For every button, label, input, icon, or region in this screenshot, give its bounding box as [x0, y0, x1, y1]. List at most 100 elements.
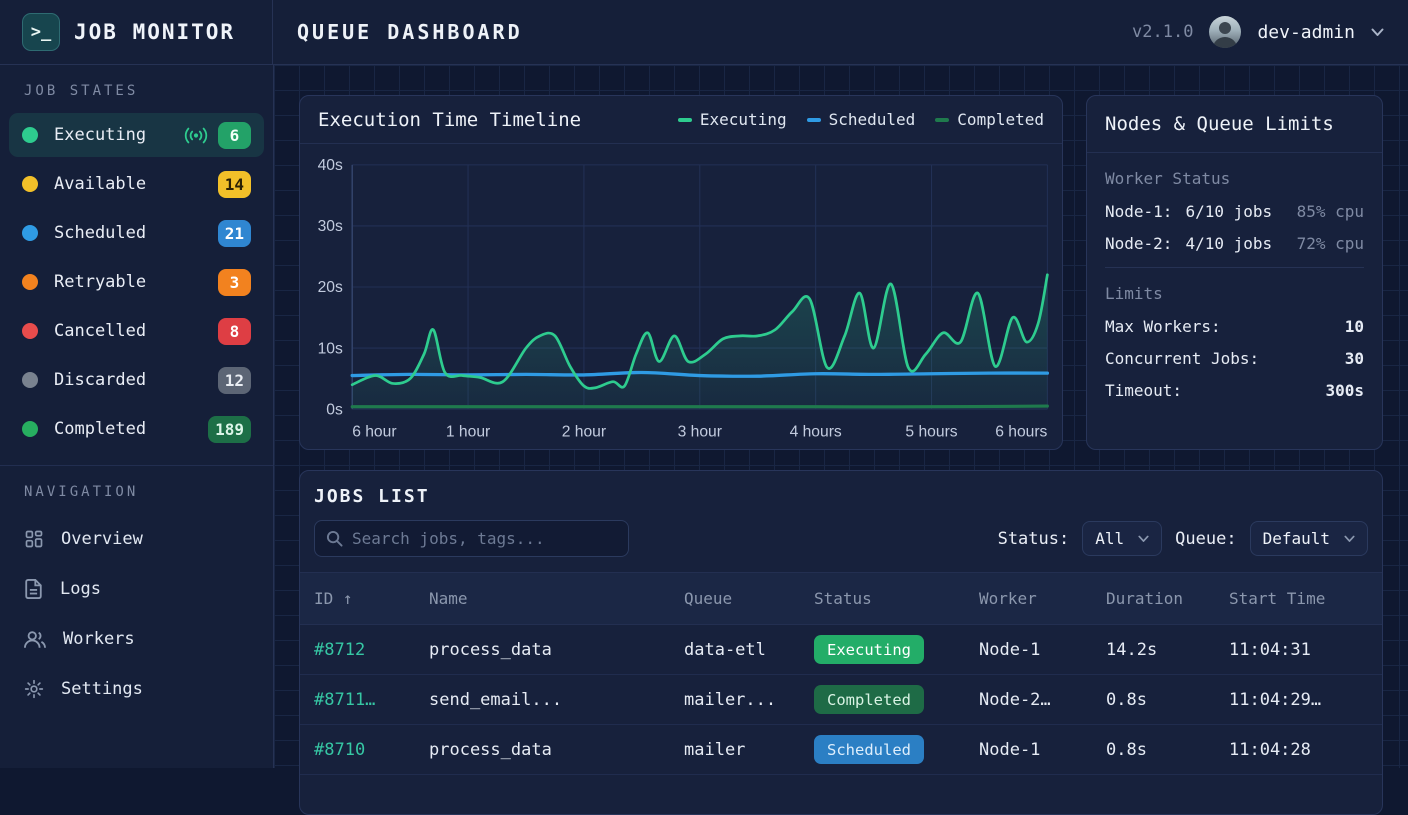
node-name: Node-1:: [1105, 202, 1173, 221]
nav-label: Workers: [63, 629, 135, 649]
chevron-down-icon[interactable]: [1371, 28, 1384, 37]
page-title: QUEUE DASHBOARD: [297, 20, 523, 44]
job-name: process_data: [429, 739, 552, 760]
queue-dropdown-value: Default: [1262, 529, 1330, 548]
jobs-table: ID ↑ Name Queue Status Worker Duration S…: [300, 572, 1382, 775]
table-row[interactable]: #8711… send_email... mailer... Completed…: [300, 675, 1382, 725]
column-header-start-time[interactable]: Start Time: [1229, 589, 1326, 608]
count-badge: 8: [218, 317, 251, 345]
job-worker: Node-2…: [979, 689, 1051, 710]
state-label: Scheduled: [54, 223, 147, 243]
sidebar-item-retryable[interactable]: Retryable 3: [9, 260, 264, 304]
node-cpu: 85% cpu: [1296, 202, 1364, 221]
svg-text:4 hours: 4 hours: [790, 423, 842, 440]
job-queue: mailer: [684, 739, 746, 760]
avatar-silhouette: [1213, 22, 1238, 48]
node-cpu: 72% cpu: [1296, 234, 1364, 253]
count-badge: 21: [217, 219, 251, 247]
column-header-queue[interactable]: Queue: [684, 589, 733, 608]
status-badge: Scheduled: [814, 735, 924, 764]
svg-text:1 hour: 1 hour: [446, 423, 490, 440]
gear-icon: [24, 679, 44, 699]
limit-value: 300s: [1325, 381, 1364, 400]
job-start-time: 11:04:31: [1229, 639, 1311, 660]
sidebar-item-discarded[interactable]: Discarded 12: [9, 358, 264, 402]
sidebar-item-settings[interactable]: Settings: [9, 664, 264, 714]
limits-heading: Limits: [1105, 284, 1163, 303]
job-start-time: 11:04:29…: [1229, 689, 1322, 710]
sidebar-item-available[interactable]: Available 14: [9, 162, 264, 206]
chevron-down-icon: [1344, 535, 1355, 542]
queue-filter-label: Queue:: [1175, 528, 1237, 549]
job-queue: data-etl: [684, 639, 766, 660]
limit-row: Concurrent Jobs: 30: [1105, 349, 1364, 368]
limit-row: Timeout: 300s: [1105, 381, 1364, 400]
svg-text:6 hour: 6 hour: [352, 423, 396, 440]
chart-title: Execution Time Timeline: [318, 108, 582, 131]
svg-text:6 hours: 6 hours: [995, 423, 1047, 440]
state-label: Retryable: [54, 272, 147, 292]
username: dev-admin: [1257, 21, 1355, 43]
dashboard-grid-icon: [25, 530, 43, 548]
main-content: Execution Time Timeline Executing Schedu…: [274, 65, 1408, 815]
jobs-list-title: JOBS LIST: [314, 486, 430, 507]
column-header-name[interactable]: Name: [429, 589, 468, 608]
version-label: v2.1.0: [1132, 22, 1194, 42]
sidebar-item-cancelled[interactable]: Cancelled 8: [9, 309, 264, 353]
svg-text:0s: 0s: [326, 402, 343, 419]
table-row[interactable]: #8710 process_data mailer Scheduled Node…: [300, 725, 1382, 775]
sidebar-item-workers[interactable]: Workers: [9, 614, 264, 664]
svg-text:40s: 40s: [318, 157, 343, 174]
job-id-link[interactable]: #8711…: [314, 689, 376, 710]
app-title: JOB MONITOR: [74, 20, 236, 44]
node-row: Node-1: 6/10 jobs 85% cpu: [1105, 202, 1364, 221]
avatar[interactable]: [1209, 16, 1242, 48]
queue-dropdown[interactable]: Default: [1249, 521, 1368, 556]
search-box[interactable]: [314, 520, 629, 557]
limit-value: 30: [1344, 349, 1364, 368]
sidebar-item-logs[interactable]: Logs: [9, 564, 264, 614]
jobs-table-header: ID ↑ Name Queue Status Worker Duration S…: [300, 572, 1382, 625]
status-dot: [22, 274, 38, 290]
job-worker: Node-1: [979, 739, 1041, 760]
chart-legend: Executing Scheduled Completed: [677, 110, 1044, 130]
nodes-panel: Nodes & Queue Limits Worker Status Node-…: [1086, 95, 1383, 450]
status-dropdown-value: All: [1095, 529, 1125, 548]
column-header-status[interactable]: Status: [814, 589, 872, 608]
count-badge: 12: [217, 366, 251, 394]
job-id-link[interactable]: #8710: [314, 739, 366, 760]
search-input[interactable]: [352, 529, 617, 548]
table-row[interactable]: #8712 process_data data-etl Executing No…: [300, 625, 1382, 675]
state-label: Completed: [54, 419, 147, 439]
sidebar-item-overview[interactable]: Overview: [9, 514, 264, 564]
sidebar-item-executing[interactable]: Executing 6: [9, 113, 264, 157]
column-header-duration[interactable]: Duration: [1106, 589, 1184, 608]
legend-swatch: [677, 117, 692, 122]
column-header-id[interactable]: ID ↑: [314, 589, 353, 608]
job-id-link[interactable]: #8712: [314, 639, 366, 660]
legend-label: Scheduled: [828, 110, 916, 130]
sidebar: JOB STATES Executing 6 Available 14: [0, 65, 274, 768]
job-states-heading: JOB STATES: [24, 83, 139, 99]
job-name: send_email...: [429, 689, 563, 710]
panel-divider: [1105, 267, 1364, 268]
status-dot: [22, 372, 38, 388]
column-header-worker[interactable]: Worker: [979, 589, 1037, 608]
worker-status-heading: Worker Status: [1105, 169, 1231, 188]
state-label: Discarded: [54, 370, 147, 390]
sidebar-item-scheduled[interactable]: Scheduled 21: [9, 211, 264, 255]
node-name: Node-2:: [1105, 234, 1173, 253]
status-dropdown[interactable]: All: [1082, 521, 1163, 556]
app-logo: >_ JOB MONITOR: [0, 0, 273, 64]
status-dot: [22, 323, 38, 339]
job-name: process_data: [429, 639, 552, 660]
state-label: Cancelled: [54, 321, 147, 341]
legend-item-completed: Completed: [935, 110, 1044, 129]
limit-row: Max Workers: 10: [1105, 317, 1364, 336]
svg-text:20s: 20s: [318, 279, 343, 296]
job-queue: mailer...: [684, 689, 777, 710]
count-badge: 14: [217, 170, 251, 198]
legend-item-scheduled: Scheduled: [806, 110, 916, 130]
sidebar-item-completed[interactable]: Completed 189: [9, 407, 264, 451]
topbar: >_ JOB MONITOR QUEUE DASHBOARD v2.1.0 de…: [0, 0, 1408, 65]
